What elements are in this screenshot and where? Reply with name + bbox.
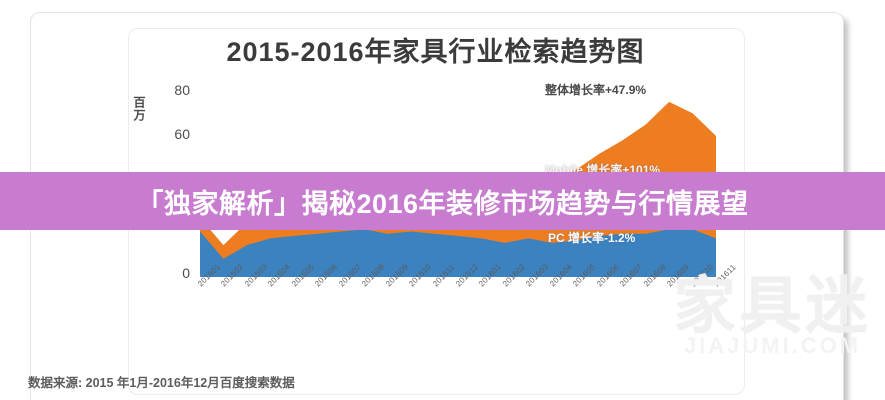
chart-title: 2015-2016年家具行业检索趋势图: [226, 37, 645, 67]
x-tick-201511: 201511: [430, 262, 457, 289]
x-tick-201609: 201609: [665, 262, 692, 289]
x-tick-201506: 201506: [313, 262, 340, 289]
y-tick-60: 60: [174, 126, 190, 142]
x-tick-201602: 201602: [500, 262, 528, 289]
annotation-pc-growth: PC 增长率-1.2%: [548, 231, 636, 245]
x-tick-201502: 201502: [219, 262, 246, 289]
x-tick-201605: 201605: [571, 262, 598, 289]
y-axis-label: 百万: [132, 96, 146, 122]
x-tick-201610: 201610: [688, 262, 715, 289]
x-tick-201608: 201608: [641, 262, 668, 289]
x-tick-201604: 201604: [547, 262, 574, 289]
y-tick-80: 80: [174, 82, 190, 98]
x-tick-201501: 201501: [196, 262, 223, 289]
x-tick-201611: 201611: [712, 262, 738, 289]
title-banner: 「独家解析」揭秘2016年装修市场趋势与行情展望: [0, 172, 885, 230]
x-tick-201606: 201606: [594, 262, 621, 289]
x-tick-201503: 201503: [242, 262, 270, 289]
x-tick-201510: 201510: [407, 262, 434, 289]
banner-title-text: 「独家解析」揭秘2016年装修市场趋势与行情展望: [136, 188, 749, 219]
x-tick-201512: 201512: [454, 262, 481, 289]
x-tick-201603: 201603: [524, 262, 551, 289]
x-tick-201507: 201507: [336, 262, 363, 289]
x-tick-201505: 201505: [289, 262, 316, 289]
source-note: 数据来源: 2015 年1月-2016年12月百度搜索数据: [28, 376, 295, 390]
x-tick-201504: 201504: [266, 262, 293, 289]
y-tick-0: 0: [182, 265, 190, 281]
x-tick-201508: 201508: [360, 262, 387, 289]
x-tick-201601: 201601: [477, 262, 504, 289]
x-tick-201509: 201509: [383, 262, 410, 289]
x-tick-201607: 201607: [618, 262, 645, 289]
annotation-overall-growth: 整体增长率+47.9%: [545, 83, 647, 97]
